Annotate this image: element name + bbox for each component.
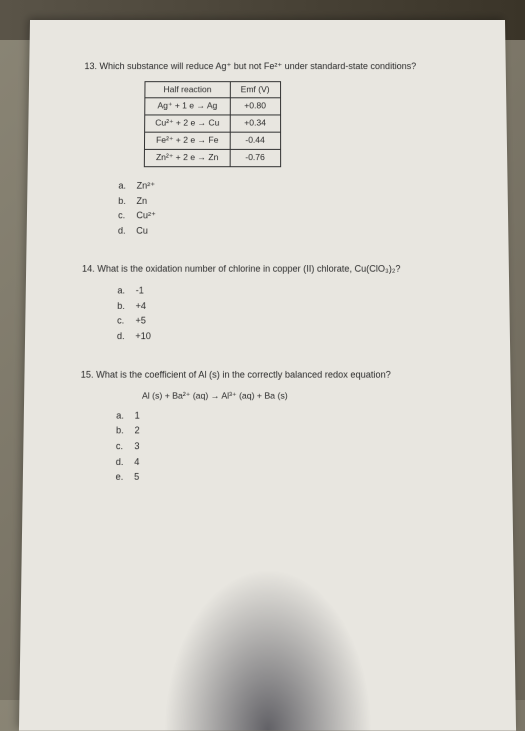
q15-text: 15. What is the coefficient of Al (s) in… bbox=[81, 369, 475, 382]
option-a: a.1 bbox=[116, 409, 475, 422]
q14-question: What is the oxidation number of chlorine… bbox=[97, 264, 400, 274]
worksheet-page: 13. Which substance will reduce Ag⁺ but … bbox=[19, 20, 516, 731]
photographer-shadow bbox=[163, 568, 372, 730]
q15-question: What is the coefficient of Al (s) in the… bbox=[96, 370, 391, 380]
q15-options: a.1 b.2 c.3 d.4 e.5 bbox=[116, 409, 477, 484]
option-c: c.+5 bbox=[117, 314, 474, 327]
cell-emf: -0.76 bbox=[230, 150, 280, 167]
q13-options: a.Zn²⁺ b.Zn c.Cu²⁺ d.Cu bbox=[118, 179, 473, 237]
q15-number: 15. bbox=[81, 370, 94, 380]
option-d: d.+10 bbox=[117, 330, 474, 343]
table-row: Ag⁺ + 1 e → Ag +0.80 bbox=[145, 98, 280, 115]
q13-table: Half reaction Emf (V) Ag⁺ + 1 e → Ag +0.… bbox=[144, 81, 281, 168]
q14-options: a.-1 b.+4 c.+5 d.+10 bbox=[117, 284, 474, 342]
q15-equation: Al (s) + Ba²⁺ (aq) → Al³⁺ (aq) + Ba (s) bbox=[142, 390, 475, 402]
cell-emf: -0.44 bbox=[230, 132, 280, 149]
option-b: b.Zn bbox=[118, 194, 472, 207]
q13-text: 13. Which substance will reduce Ag⁺ but … bbox=[84, 60, 470, 73]
cell-reaction: Fe²⁺ + 2 e → Fe bbox=[144, 132, 230, 149]
cell-emf: +0.34 bbox=[230, 115, 280, 132]
table-row: Cu²⁺ + 2 e → Cu +0.34 bbox=[145, 115, 281, 132]
header-emf: Emf (V) bbox=[230, 81, 280, 98]
question-13: 13. Which substance will reduce Ag⁺ but … bbox=[82, 60, 472, 237]
option-b: b.+4 bbox=[117, 299, 474, 312]
question-14: 14. What is the oxidation number of chlo… bbox=[81, 263, 474, 343]
cell-reaction: Zn²⁺ + 2 e → Zn bbox=[144, 150, 230, 167]
q13-number: 13. bbox=[84, 61, 97, 71]
cell-emf: +0.80 bbox=[230, 98, 280, 115]
cell-reaction: Cu²⁺ + 2 e → Cu bbox=[145, 115, 230, 132]
option-d: d.Cu bbox=[118, 224, 473, 237]
option-c: c.3 bbox=[116, 440, 476, 453]
question-15: 15. What is the coefficient of Al (s) in… bbox=[79, 369, 476, 484]
q14-text: 14. What is the oxidation number of chlo… bbox=[82, 263, 473, 276]
q13-question: Which substance will reduce Ag⁺ but not … bbox=[99, 61, 416, 71]
q14-number: 14. bbox=[82, 264, 95, 274]
table-row: Zn²⁺ + 2 e → Zn -0.76 bbox=[144, 150, 280, 167]
option-e: e.5 bbox=[116, 471, 477, 484]
option-b: b.2 bbox=[116, 424, 476, 437]
option-c: c.Cu²⁺ bbox=[118, 209, 473, 222]
table-row: Fe²⁺ + 2 e → Fe -0.44 bbox=[144, 132, 280, 149]
option-d: d.4 bbox=[116, 455, 476, 468]
cell-reaction: Ag⁺ + 1 e → Ag bbox=[145, 98, 230, 115]
option-a: a.Zn²⁺ bbox=[118, 179, 472, 192]
option-a: a.-1 bbox=[117, 284, 473, 297]
header-reaction: Half reaction bbox=[145, 81, 230, 98]
table-header-row: Half reaction Emf (V) bbox=[145, 81, 280, 98]
